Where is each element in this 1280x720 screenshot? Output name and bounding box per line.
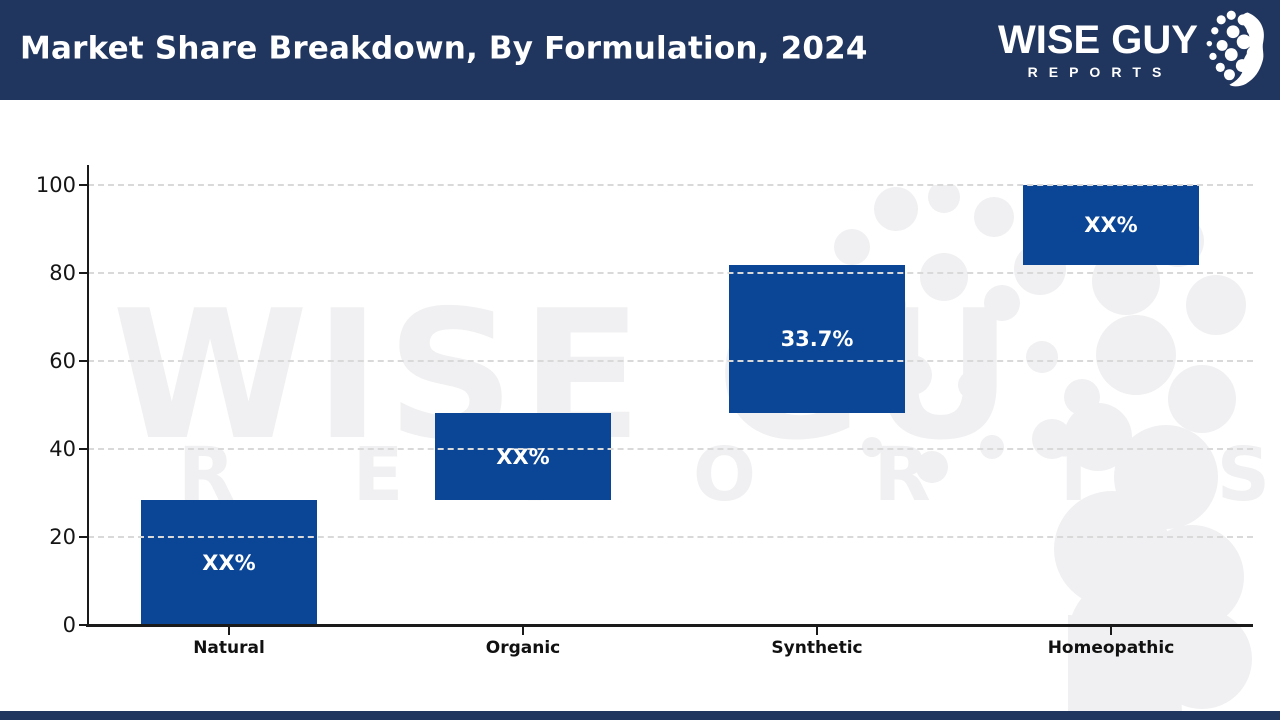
x-axis-tick <box>1110 627 1112 635</box>
bar-organic <box>435 412 611 501</box>
gridline-20 <box>88 536 1253 538</box>
gridline-80 <box>88 272 1253 274</box>
gridline-60 <box>88 360 1253 362</box>
y-axis-spine <box>87 165 89 627</box>
brand-logo: WISE GUY REPORTS <box>998 6 1266 94</box>
footer-bar <box>0 711 1280 720</box>
x-axis-tick <box>816 627 818 635</box>
y-axis-tick-label: 20 <box>49 525 76 549</box>
y-axis-tick-label: 40 <box>49 437 76 461</box>
bar-homeopathic <box>1023 185 1199 265</box>
y-axis-tick <box>79 624 87 626</box>
y-axis-tick <box>79 536 87 538</box>
y-axis-tick-label: 0 <box>62 613 76 637</box>
header-bar: Market Share Breakdown, By Formulation, … <box>0 0 1280 100</box>
bar-synthetic <box>729 264 905 413</box>
brand-logo-text: WISE GUY REPORTS <box>998 20 1198 80</box>
x-axis-spine <box>86 624 1253 627</box>
y-axis-tick <box>79 360 87 362</box>
x-axis-category-label: Natural <box>193 638 265 658</box>
y-axis-tick <box>79 184 87 186</box>
chart-title: Market Share Breakdown, By Formulation, … <box>20 30 868 67</box>
x-axis-category-label: Homeopathic <box>1047 638 1175 658</box>
y-axis-tick <box>79 448 87 450</box>
bar-value-label: 33.7% <box>780 326 854 351</box>
x-axis-category-label: Synthetic <box>771 638 863 658</box>
y-axis-tick <box>79 272 87 274</box>
bar-value-label: XX% <box>496 444 550 469</box>
x-axis-category-label: Organic <box>485 638 561 658</box>
bar-value-label: XX% <box>1084 212 1138 237</box>
bar-natural <box>141 500 317 625</box>
gridline-40 <box>88 448 1253 450</box>
dotted-face-icon <box>1206 10 1264 87</box>
y-axis-tick-label: 100 <box>35 173 76 197</box>
bar-value-label: XX% <box>202 550 256 575</box>
x-axis-tick <box>228 627 230 635</box>
y-axis-tick-label: 60 <box>49 349 76 373</box>
gridline-100 <box>88 184 1253 186</box>
x-axis-tick <box>522 627 524 635</box>
chart-plot-area: 0 20 40 60 80 100 XX% Natural XX% Organic 33.7% Syn… <box>0 100 1280 711</box>
y-axis-tick-label: 80 <box>49 261 76 285</box>
brand-name: WISE GUY <box>997 18 1198 62</box>
brand-subtitle: REPORTS <box>1027 64 1173 80</box>
